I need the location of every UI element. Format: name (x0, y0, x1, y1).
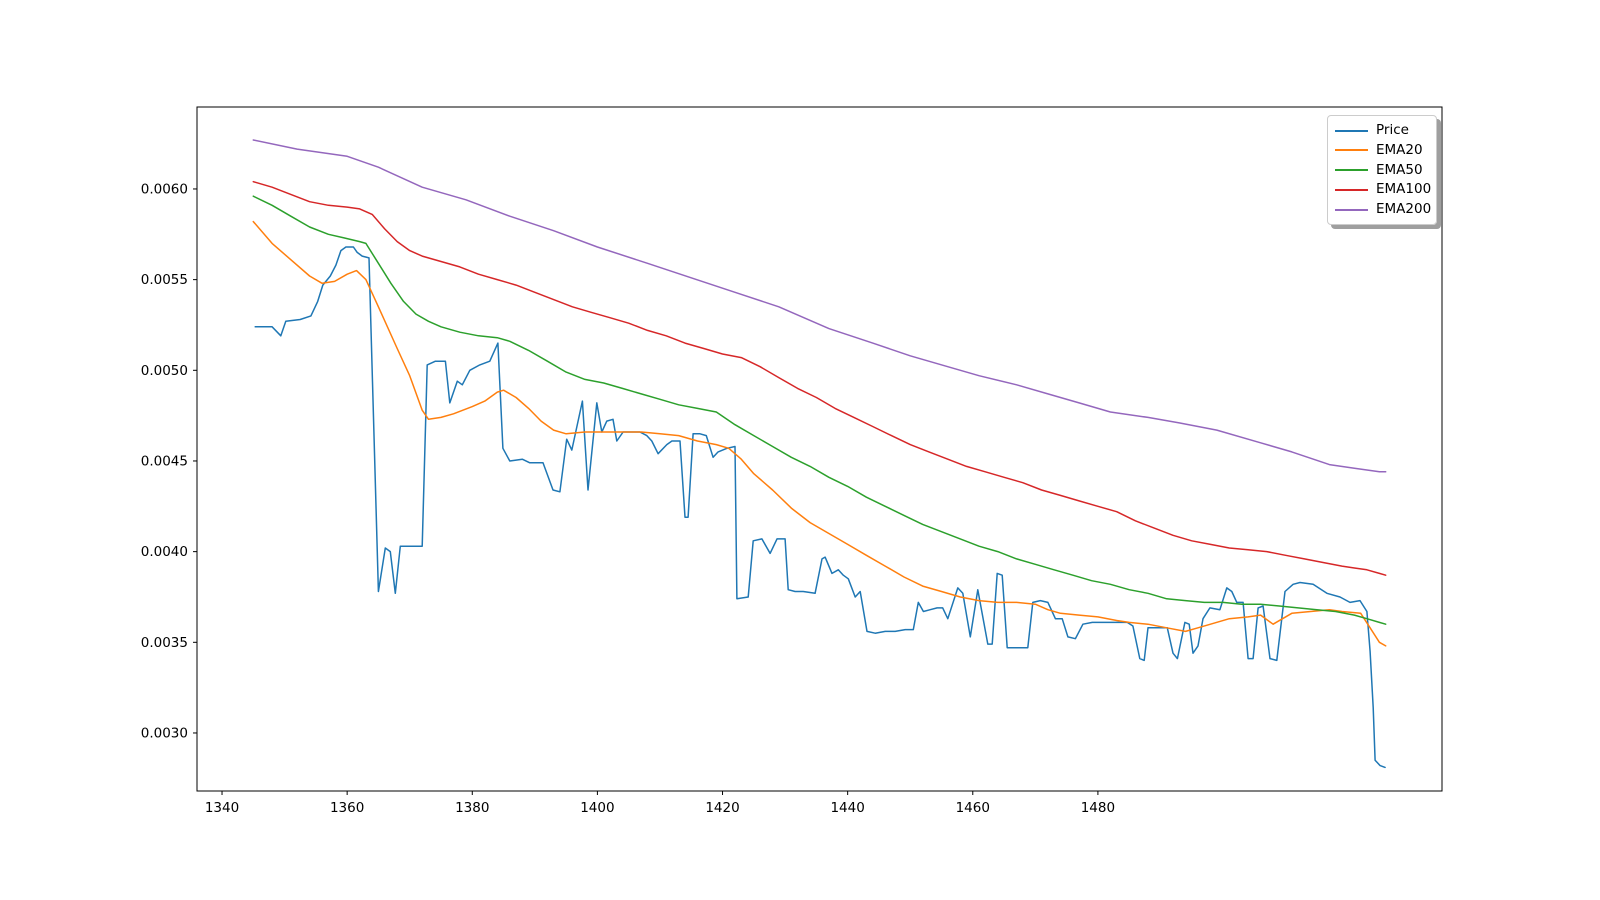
y-tick-label: 0.0050 (141, 363, 188, 379)
legend-row-ema50: EMA50 (1335, 161, 1428, 180)
legend: Price EMA20 EMA50 EMA100 EMA200 (1327, 115, 1437, 225)
y-tick-label: 0.0055 (141, 272, 188, 288)
ema50-line-swatch (1335, 169, 1368, 171)
legend-row-price: Price (1335, 121, 1428, 140)
y-tick-label: 0.0060 (141, 181, 188, 197)
y-tick-label: 0.0030 (141, 725, 188, 741)
series-line-ema20 (252, 220, 1387, 647)
series-line-price (254, 246, 1386, 769)
price-line-swatch (1335, 129, 1368, 132)
legend-row-ema20: EMA20 (1335, 141, 1428, 160)
axes-spines (196, 106, 1443, 792)
legend-row-ema200: EMA200 (1335, 200, 1432, 219)
ema20-line-swatch (1335, 149, 1368, 152)
legend-label-ema200: EMA200 (1376, 201, 1432, 217)
x-tick-label: 1400 (580, 800, 614, 816)
x-tick-label: 1440 (830, 800, 864, 816)
x-tick-label: 1460 (956, 800, 990, 816)
ema100-line-swatch (1335, 188, 1368, 191)
legend-label-price: Price (1376, 122, 1409, 138)
legend-row-ema100: EMA100 (1335, 180, 1432, 199)
y-tick-label: 0.0040 (141, 544, 188, 560)
x-tick-label: 1340 (205, 800, 239, 816)
series-line-ema50 (252, 195, 1387, 625)
series-line-ema100 (252, 180, 1387, 576)
x-tick-label: 1360 (330, 800, 364, 816)
x-tick-label: 1420 (705, 800, 739, 816)
ema200-line-swatch (1335, 208, 1368, 211)
x-tick-label: 1480 (1081, 800, 1115, 816)
legend-label-ema50: EMA50 (1376, 161, 1423, 178)
legend-label-ema100: EMA100 (1376, 181, 1432, 198)
y-tick-label: 0.0045 (141, 453, 188, 469)
legend-label-ema20: EMA20 (1376, 141, 1423, 158)
series-line-ema200 (252, 139, 1387, 473)
y-tick-label: 0.0035 (141, 635, 188, 651)
x-tick-label: 1380 (455, 800, 489, 816)
